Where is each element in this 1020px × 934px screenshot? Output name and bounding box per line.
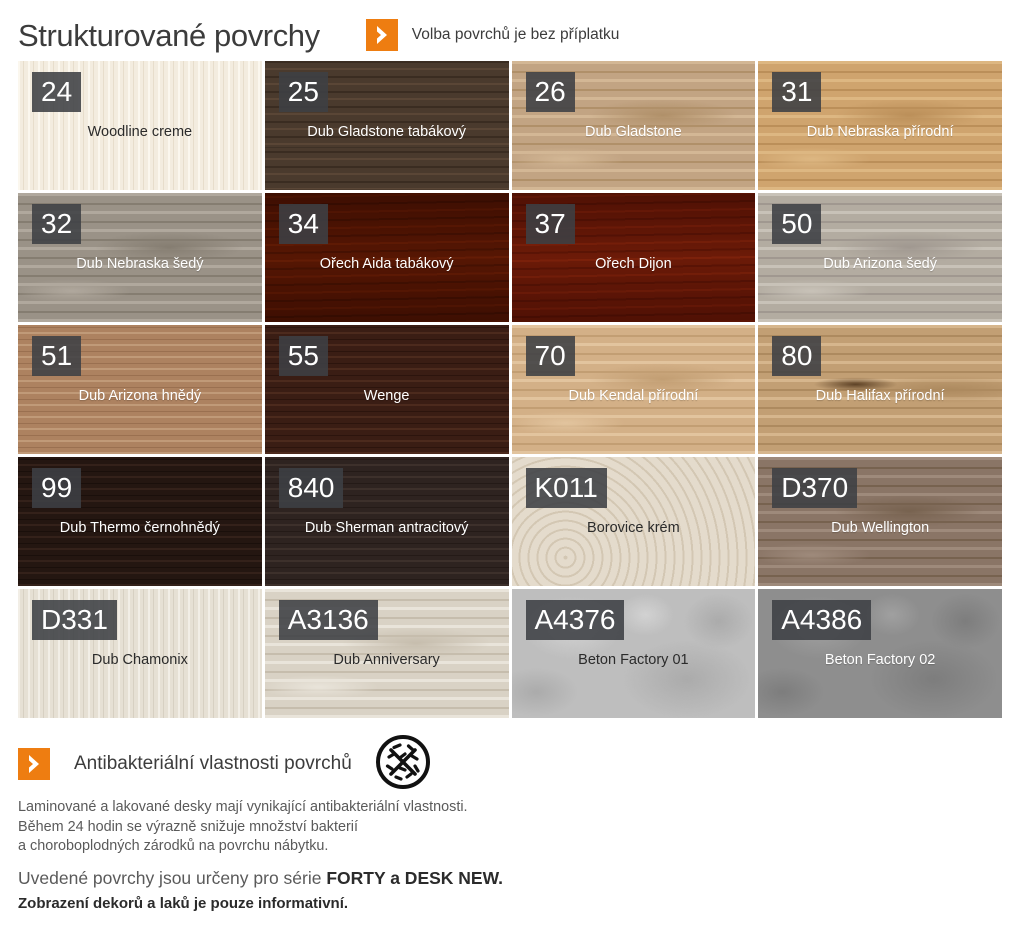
swatch-label: Ořech Aida tabákový (319, 256, 454, 272)
swatch-code-badge: 31 (772, 72, 822, 112)
antibacterial-text: Laminované a lakované desky mají vynikaj… (18, 798, 1002, 857)
swatch-code-badge: A3136 (278, 600, 378, 640)
surface-swatch[interactable]: D331 Dub Chamonix (18, 589, 262, 718)
swatch-label: Dub Nebraska šedý (76, 256, 204, 272)
surface-swatch[interactable]: 26 Dub Gladstone (511, 61, 756, 190)
antibacterial-header: Antibakteriální vlastnosti povrchů (18, 735, 1002, 789)
swatch-code-badge: 80 (772, 336, 822, 376)
swatch-label: Dub Sherman antracitový (304, 520, 469, 536)
surface-swatch[interactable]: D370 Dub Wellington (758, 457, 1002, 586)
orange-chevron-icon (365, 19, 398, 51)
swatch-code-badge: 840 (278, 468, 344, 508)
surface-swatch[interactable]: 32 Dub Nebraska šedý (18, 193, 262, 322)
surface-swatch[interactable]: A4376 Beton Factory 01 (511, 589, 756, 718)
swatch-label: Dub Nebraska přírodní (806, 124, 954, 140)
swatch-label: Dub Thermo černohnědý (59, 520, 220, 536)
swatch-code-badge: D370 (772, 468, 858, 508)
surface-swatch[interactable]: K011 Borovice krém (511, 457, 756, 586)
swatch-label: Dub Gladstone (585, 124, 682, 140)
swatch-label: Dub Chamonix (91, 652, 188, 668)
surface-swatch[interactable]: 99 Dub Thermo černohnědý (18, 457, 262, 586)
surface-swatch-grid: 24 Woodline creme 25 Dub Gladstone tabákový… (18, 61, 1002, 718)
swatch-code-badge: 50 (772, 204, 822, 244)
surface-swatch[interactable]: 50 Dub Arizona šedý (758, 193, 1002, 322)
swatch-label: Dub Gladstone tabákový (307, 124, 467, 140)
surface-swatch[interactable]: 24 Woodline creme (18, 61, 262, 190)
swatch-code-badge: 34 (278, 204, 328, 244)
swatch-code-badge: 26 (525, 72, 575, 112)
surface-swatch[interactable]: 34 Ořech Aida tabákový (264, 193, 509, 322)
swatch-texture (511, 589, 756, 718)
surface-swatch[interactable]: A3136 Dub Anniversary (264, 589, 509, 718)
surface-swatch[interactable]: 31 Dub Nebraska přírodní (758, 61, 1002, 190)
footer-line-disclaimer: Zobrazení dekorů a laků je pouze informa… (18, 895, 349, 912)
swatch-texture (511, 457, 756, 586)
surface-swatch[interactable]: 840 Dub Sherman antracitový (264, 457, 509, 586)
header-note: Volba povrchů je bez příplatku (365, 19, 620, 51)
swatch-code-badge: A4386 (772, 600, 872, 640)
swatch-label: Dub Halifax přírodní (815, 388, 945, 404)
swatch-label: Dub Arizona šedý (823, 256, 937, 272)
swatch-label: Woodline creme (87, 124, 193, 140)
swatch-code-badge: 70 (525, 336, 575, 376)
swatch-code-badge: 37 (525, 204, 575, 244)
swatch-label: Borovice krém (587, 520, 680, 536)
surface-swatch[interactable]: 51 Dub Arizona hnědý (18, 325, 262, 454)
antibacterial-title: Antibakteriální vlastnosti povrchů (74, 753, 352, 774)
swatch-code-badge: 24 (32, 72, 82, 112)
swatch-code-badge: 55 (278, 336, 328, 376)
orange-chevron-icon (18, 748, 50, 780)
swatch-label: Wenge (363, 388, 410, 404)
antibacterial-section: Antibakteriální vlastnosti povrchů (18, 735, 1002, 857)
header-note-text: Volba povrchů je bez příplatku (411, 26, 620, 43)
swatch-label: Beton Factory 01 (578, 652, 689, 668)
no-bacteria-icon (374, 733, 432, 791)
footer-line-series-strong: FORTY a DESK NEW. (326, 868, 504, 888)
swatch-code-badge: 32 (32, 204, 82, 244)
swatch-code-badge: A4376 (525, 600, 625, 640)
footer-line-series-prefix: Uvedené povrchy jsou určeny pro série (18, 868, 327, 888)
swatch-label: Dub Kendal přírodní (568, 388, 699, 404)
footer-note: Uvedené povrchy jsou určeny pro série FO… (18, 868, 1002, 912)
footer-line-series: Uvedené povrchy jsou určeny pro série FO… (18, 868, 1002, 889)
swatch-code-badge: K011 (525, 468, 607, 508)
swatch-code-badge: 99 (32, 468, 82, 508)
swatch-label: Dub Anniversary (333, 652, 440, 668)
swatch-label: Ořech Dijon (595, 256, 672, 272)
antibacterial-text-line: Během 24 hodin se výrazně snižuje množst… (18, 818, 358, 835)
swatch-code-badge: D331 (32, 600, 117, 640)
surface-swatch[interactable]: 70 Dub Kendal přírodní (511, 325, 756, 454)
surface-swatch[interactable]: 37 Ořech Dijon (511, 193, 756, 322)
swatch-label: Beton Factory 02 (824, 652, 936, 668)
swatch-texture (264, 61, 509, 190)
swatch-label: Dub Arizona hnědý (78, 388, 202, 404)
swatch-code-badge: 25 (278, 72, 328, 112)
surface-swatch[interactable]: 25 Dub Gladstone tabákový (264, 61, 509, 190)
page-title: Strukturované povrchy (18, 17, 320, 53)
swatch-label: Dub Wellington (831, 520, 930, 536)
surface-swatch[interactable]: A4386 Beton Factory 02 (758, 589, 1002, 718)
surface-swatch[interactable]: 55 Wenge (264, 325, 509, 454)
antibacterial-text-line: Laminované a lakované desky mají vynikaj… (18, 799, 468, 815)
antibacterial-text-line: a choroboplodných zárodků na povrchu náb… (18, 838, 329, 854)
swatch-code-badge: 51 (32, 336, 82, 376)
surface-swatch[interactable]: 80 Dub Halifax přírodní (758, 325, 1002, 454)
page-header: Strukturované povrchy Volba povrchů je b… (18, 14, 1002, 56)
